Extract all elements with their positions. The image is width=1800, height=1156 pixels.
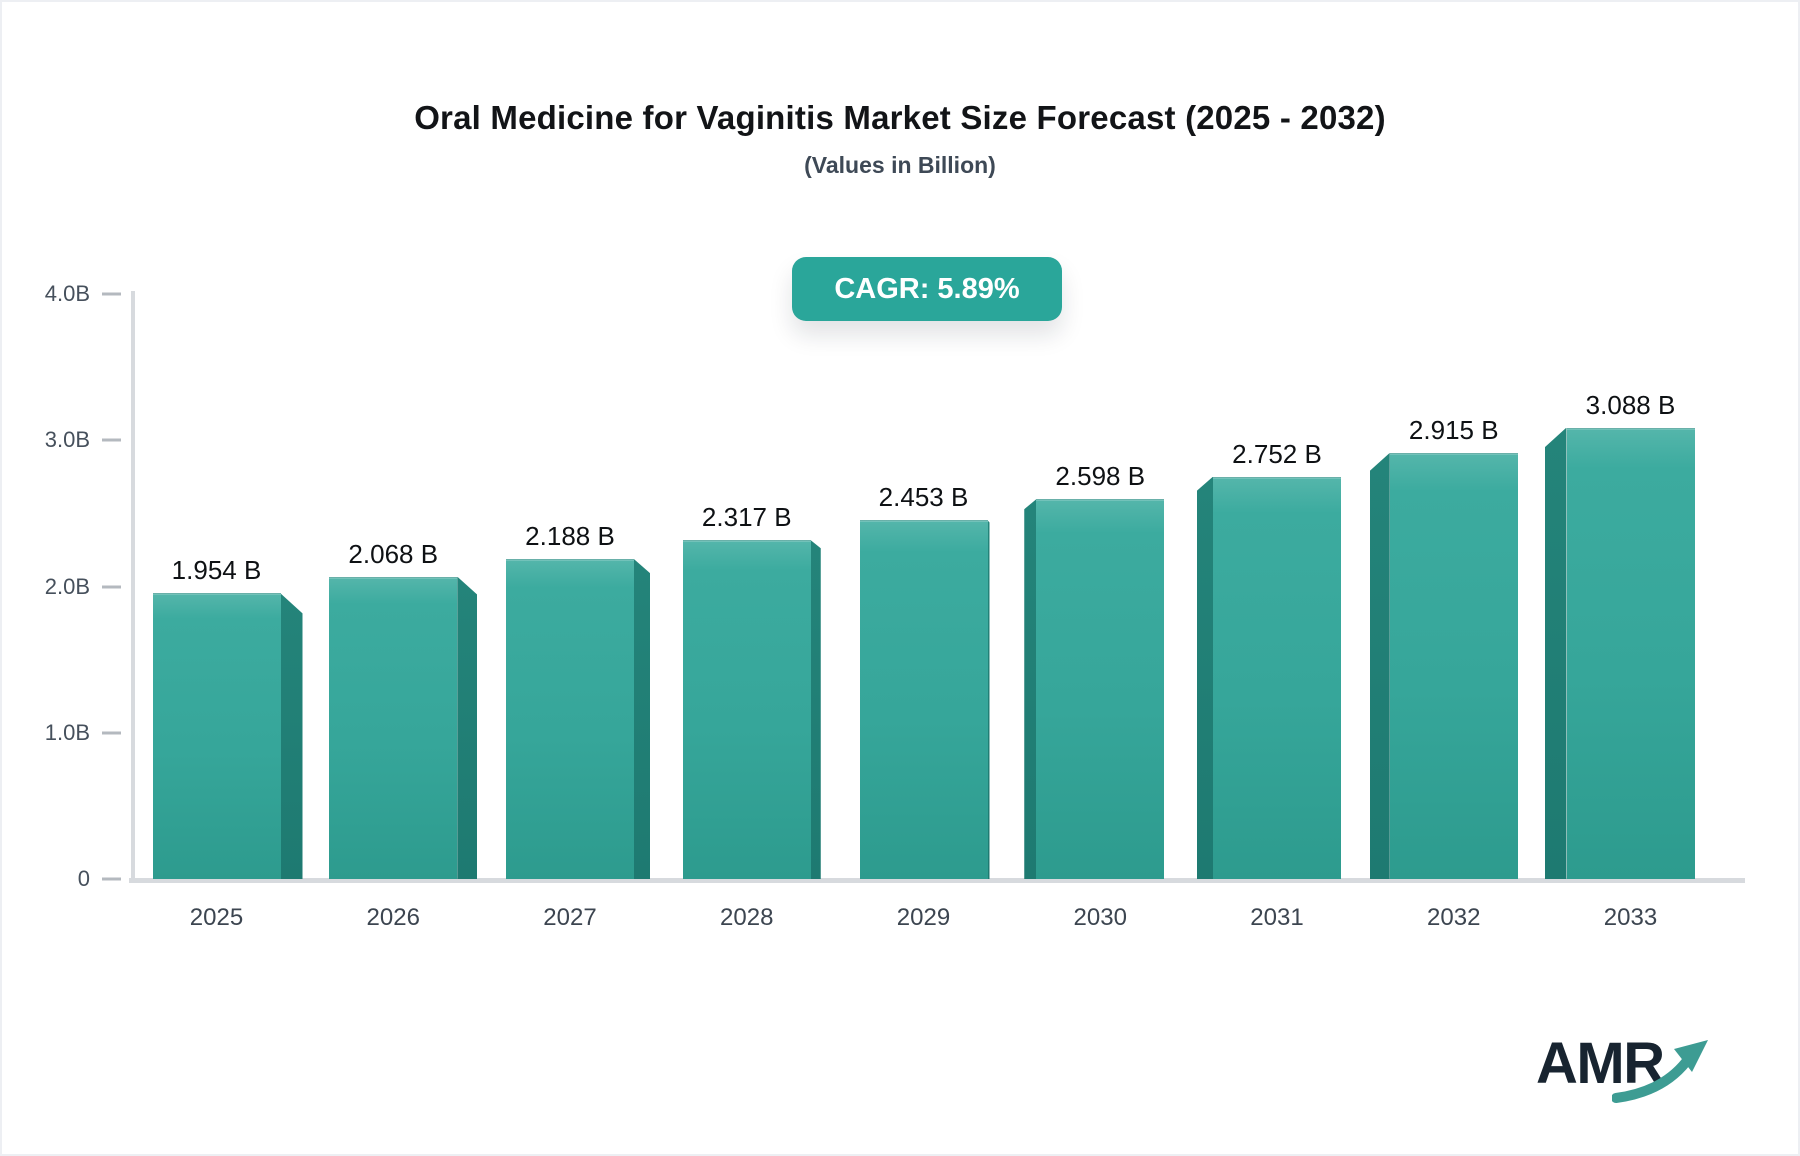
y-axis-tick-label: 4.0B [44, 281, 90, 307]
bar-plot-area: 1.954 B 2.068 B 2.188 B 2.317 B 2.453 B 2.598… [132, 2, 1746, 879]
chart-title: Oral Medicine for Vaginitis Market Size … [414, 99, 1386, 136]
x-axis-tick-label: 2030 [1073, 904, 1127, 931]
y-axis-tick-mark [102, 585, 121, 589]
bar-side-face [987, 520, 990, 879]
bar-front-face [1389, 452, 1518, 879]
bar-front-face [1213, 476, 1341, 879]
trending-up-arrow-icon [1612, 1040, 1708, 1103]
bar-front-face [329, 576, 458, 879]
y-axis-tick-mark [102, 731, 121, 735]
x-axis-tick-label: 2031 [1250, 904, 1304, 931]
bar-front-face [859, 520, 988, 879]
bar-2033: 3.088 B [1544, 390, 1695, 879]
bar-2026: 2.068 B [329, 539, 478, 879]
bar-front-face [152, 593, 281, 879]
bar-value-label: 2.453 B [878, 482, 969, 513]
x-axis-tick-label: 2033 [1603, 904, 1658, 931]
cagr-badge-label: CAGR: 5.89% [834, 272, 1020, 305]
y-axis-line [131, 291, 135, 880]
bar-2027: 2.188 B [506, 521, 650, 879]
bar-2025: 1.954 B [152, 555, 303, 879]
x-axis-tick-label: 2029 [896, 904, 951, 931]
bar-front-face [682, 540, 811, 879]
amr-logo-text: AMR [1536, 1031, 1665, 1096]
bar-front-face [1036, 499, 1165, 879]
bar-side-face [1197, 476, 1213, 879]
bar-value-label: 2.752 B [1232, 438, 1322, 469]
y-axis-tick-mark [102, 292, 121, 296]
amr-logo: AMR [1536, 1030, 1766, 1126]
x-axis-line [129, 878, 1745, 883]
cagr-badge: CAGR: 5.89% [792, 257, 1062, 321]
bar-side-face [280, 593, 303, 879]
y-axis-tick-label: 0 [77, 866, 90, 891]
chart-subtitle: (Values in Billion) [804, 152, 996, 178]
bar-value-label: 3.088 B [1585, 389, 1676, 420]
bar-value-label: 2.598 B [1055, 461, 1146, 492]
bar-2029: 2.453 B [859, 482, 990, 879]
bar-2028: 2.317 B [682, 502, 821, 879]
bar-side-face [1369, 452, 1390, 879]
x-axis-tick-label: 2025 [189, 904, 244, 931]
y-axis-tick-mark [102, 438, 121, 442]
bar-2030: 2.598 B [1024, 461, 1165, 879]
bar-value-label: 1.954 B [171, 555, 262, 586]
y-axis-tick-mark [102, 877, 121, 881]
bar-side-face [457, 576, 478, 879]
bar-2032: 2.915 B [1369, 415, 1518, 879]
x-axis-tick-label: 2032 [1427, 904, 1481, 931]
x-axis-tick-label: 2028 [720, 904, 774, 931]
bar-value-label: 2.188 B [525, 521, 615, 552]
bar-side-face [634, 559, 650, 879]
x-axis-tick-label: 2026 [366, 904, 420, 931]
y-axis-tick-label: 3.0B [44, 427, 90, 453]
bar-side-face [1544, 427, 1567, 879]
bar-side-face [1024, 499, 1037, 879]
bar-front-face [1566, 427, 1695, 879]
bar-2031: 2.752 B [1197, 439, 1341, 879]
y-axis-tick-label: 1.0B [44, 719, 90, 745]
y-axis-tick-label: 2.0B [44, 573, 90, 599]
bar-value-label: 2.068 B [348, 538, 439, 569]
x-axis-tick-label: 2027 [543, 904, 597, 931]
bar-value-label: 2.317 B [701, 502, 792, 533]
bar-value-label: 2.915 B [1408, 414, 1499, 445]
bar-front-face [506, 559, 634, 879]
bar-side-face [810, 540, 821, 879]
